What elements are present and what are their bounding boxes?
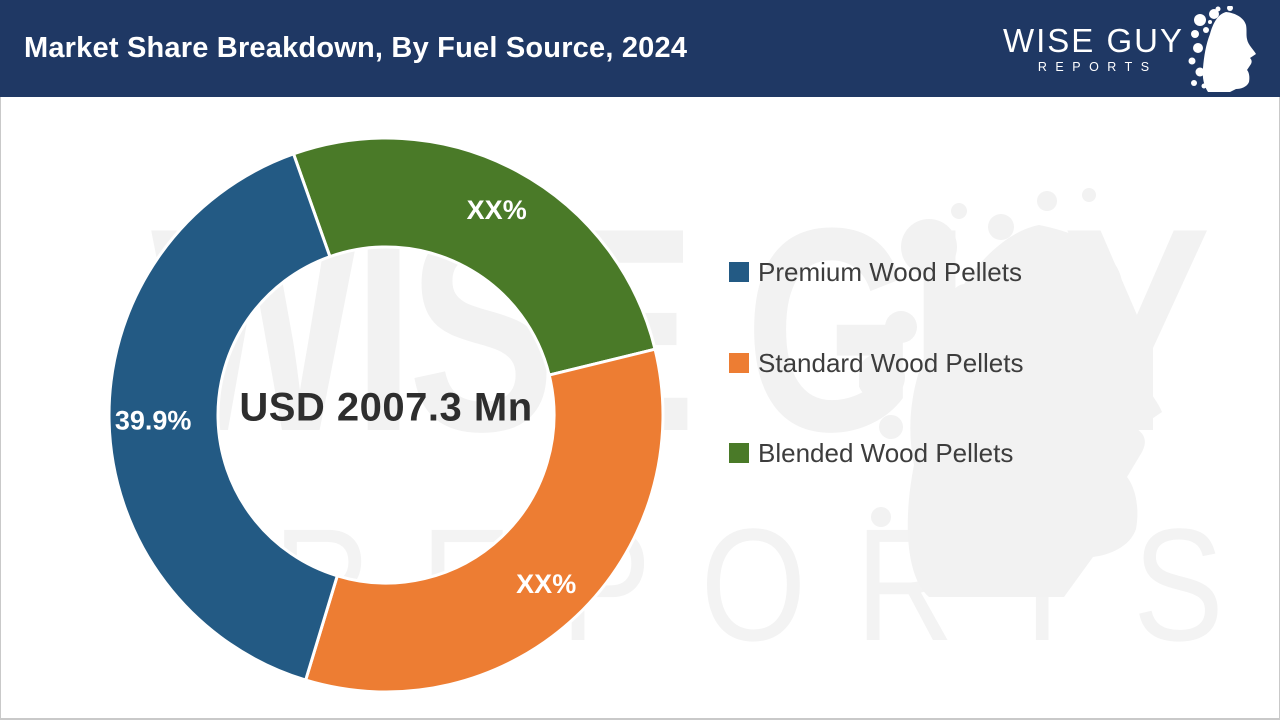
wiseguy-logo: WISE GUY REPORTS (1003, 5, 1262, 92)
donut-slice-blended-wood-pellets (292, 136, 657, 377)
wiseguy-logo-text: WISE GUY REPORTS (1003, 24, 1184, 74)
chart-legend: Premium Wood Pellets Standard Wood Pelle… (729, 258, 1023, 468)
donut-center-value: USD 2007.3 Mn (239, 385, 533, 430)
legend-item-standard-wood-pellets: Standard Wood Pellets (729, 348, 1023, 378)
wiseguy-face-icon (1188, 5, 1256, 92)
logo-wordmark: WISE GUY (1002, 21, 1184, 59)
chart-area: WISE GUY REPORTS XX% XX% 39.9% USD 2007.3 … (0, 97, 1280, 720)
legend-item-blended-wood-pellets: Blended Wood Pellets (729, 439, 1023, 468)
logo-subtitle: REPORTS (1037, 59, 1158, 74)
legend-swatch-premium (729, 262, 749, 283)
slice-label-blended-wood-pellets: XX% (467, 195, 527, 225)
donut-slice-standard-wood-pellets (304, 347, 665, 694)
donut-chart: XX% XX% 39.9% (107, 136, 665, 694)
slice-label-standard-wood-pellets: XX% (516, 569, 576, 599)
slice-label-premium-wood-pellets: 39.9% (115, 405, 192, 435)
legend-item-premium-wood-pellets: Premium Wood Pellets (729, 258, 1023, 287)
page-title: Market Share Breakdown, By Fuel Source, … (24, 32, 688, 64)
legend-swatch-standard (729, 352, 749, 373)
legend-swatch-blended (729, 443, 749, 464)
donut-slice-premium-wood-pellets (107, 152, 339, 682)
header-bar: Market Share Breakdown, By Fuel Source, … (0, 0, 1280, 97)
